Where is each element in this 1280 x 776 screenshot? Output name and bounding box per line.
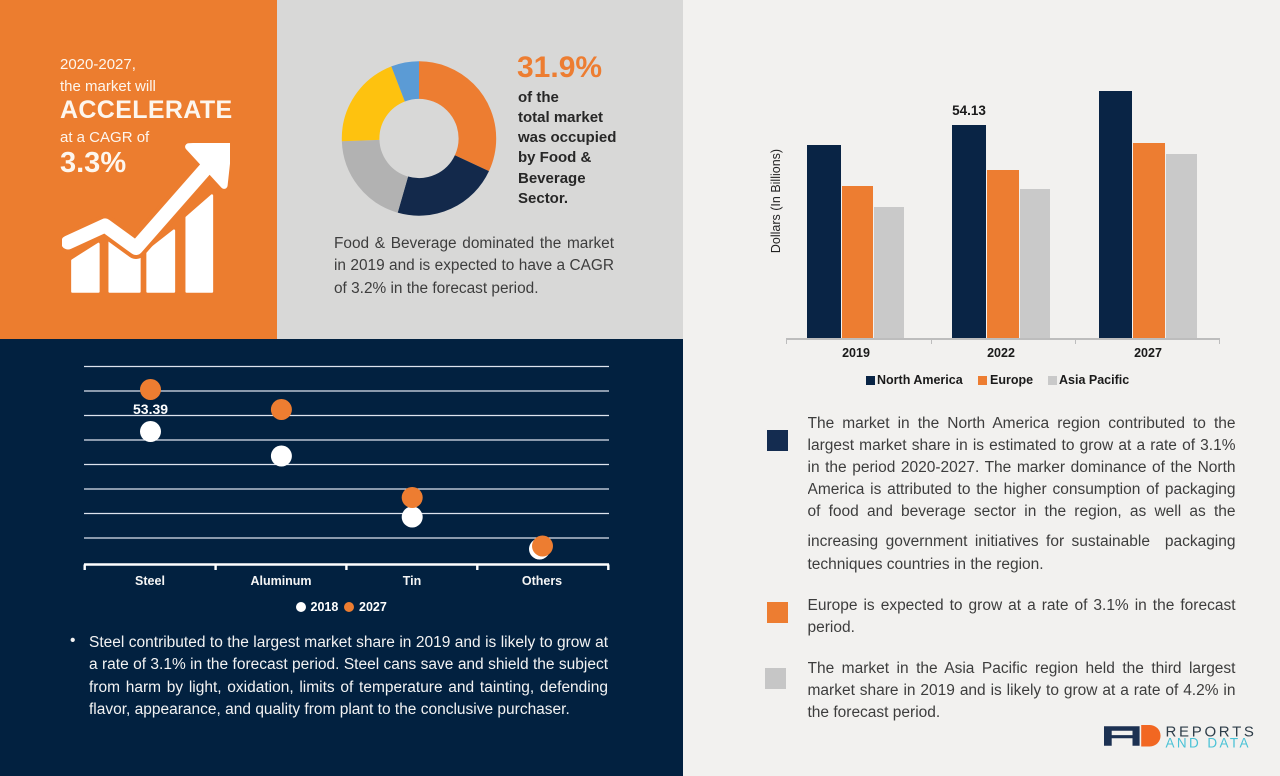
svg-text:AND DATA: AND DATA <box>1166 736 1251 751</box>
svg-text:REPORTS: REPORTS <box>1166 723 1257 740</box>
